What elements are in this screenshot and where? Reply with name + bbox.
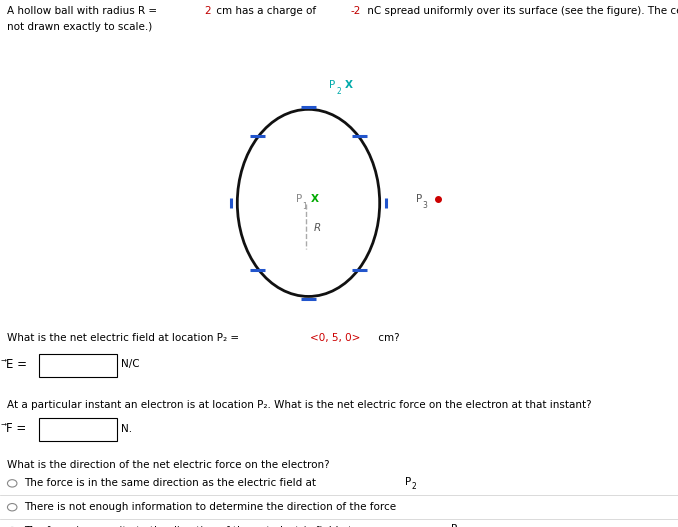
- Text: 2: 2: [205, 6, 212, 16]
- Text: The force is in the same direction as the electric field at: The force is in the same direction as th…: [24, 479, 319, 489]
- Text: 3: 3: [422, 201, 427, 210]
- Text: 2: 2: [337, 87, 342, 96]
- Text: P: P: [330, 81, 336, 90]
- Text: ⃗F =: ⃗F =: [7, 422, 27, 435]
- Text: 1: 1: [302, 202, 307, 211]
- Text: cm?: cm?: [376, 333, 400, 343]
- Text: nC spread uniformly over its surface (see the figure). The center of the ball is: nC spread uniformly over its surface (se…: [364, 6, 678, 16]
- Text: The force is opposite to the direction of the net electric field at: The force is opposite to the direction o…: [24, 526, 355, 527]
- Text: P: P: [405, 477, 411, 487]
- Text: N/C: N/C: [121, 359, 139, 369]
- Text: 2: 2: [412, 482, 416, 491]
- Text: P: P: [452, 524, 458, 527]
- Text: not drawn exactly to scale.): not drawn exactly to scale.): [7, 22, 152, 32]
- Text: At a particular instant an electron is at location P₂. What is the net electric : At a particular instant an electron is a…: [7, 400, 591, 410]
- Text: <0, 5, 0>: <0, 5, 0>: [311, 333, 361, 343]
- Text: P: P: [416, 194, 422, 203]
- Text: -2: -2: [351, 6, 361, 16]
- Text: There is not enough information to determine the direction of the force: There is not enough information to deter…: [24, 502, 396, 512]
- Text: cm has a charge of: cm has a charge of: [214, 6, 319, 16]
- Text: ⃗E =: ⃗E =: [7, 358, 28, 370]
- Text: R: R: [313, 223, 321, 232]
- Text: N.: N.: [121, 424, 132, 434]
- Text: P: P: [296, 194, 302, 204]
- Text: What is the direction of the net electric force on the electron?: What is the direction of the net electri…: [7, 460, 330, 470]
- Text: X: X: [311, 194, 319, 204]
- Text: A hollow ball with radius R =: A hollow ball with radius R =: [7, 6, 160, 16]
- Text: What is the net electric field at location P₂ =: What is the net electric field at locati…: [7, 333, 242, 343]
- Text: X: X: [344, 81, 353, 90]
